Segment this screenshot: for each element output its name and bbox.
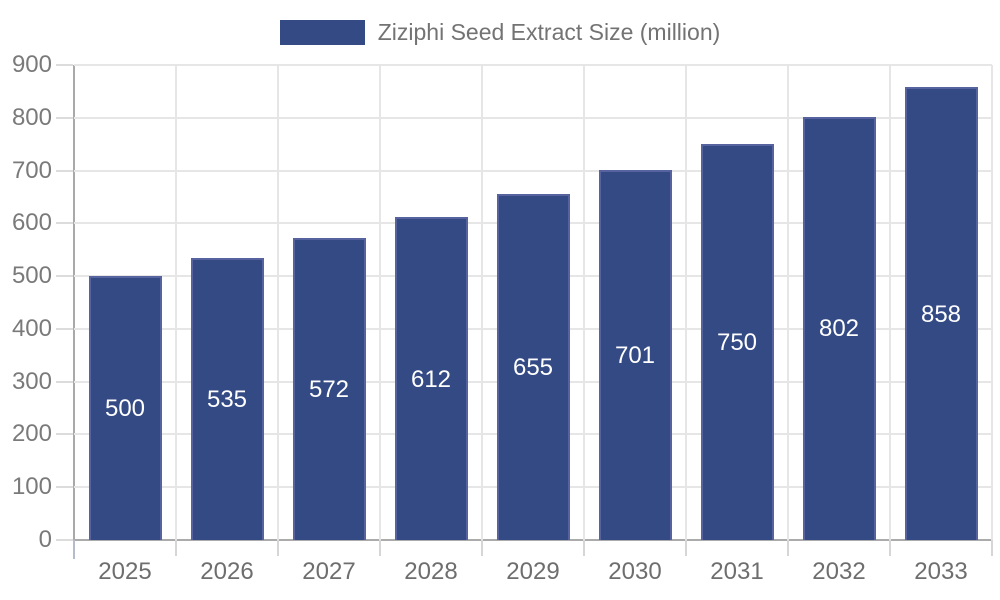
x-axis-tick bbox=[583, 540, 585, 556]
y-axis-tick-label: 700 bbox=[11, 156, 52, 184]
bar-value-label: 858 bbox=[920, 300, 962, 328]
bar-2026[interactable]: 535 bbox=[190, 257, 264, 540]
x-axis-tick-label-2028: 2028 bbox=[404, 558, 458, 585]
legend[interactable]: Ziziphi Seed Extract Size (million) bbox=[0, 19, 1000, 46]
gridline-vertical bbox=[277, 65, 279, 540]
bar-value-label: 655 bbox=[512, 354, 554, 382]
y-axis-tick-label: 900 bbox=[11, 51, 52, 78]
x-axis-tick bbox=[685, 540, 687, 556]
y-axis-tick bbox=[56, 222, 73, 225]
legend-label: Ziziphi Seed Extract Size (million) bbox=[377, 19, 721, 45]
y-axis-tick-label: 100 bbox=[11, 473, 52, 501]
bar-2027[interactable]: 572 bbox=[292, 238, 366, 540]
y-axis-tick bbox=[56, 327, 73, 330]
bar-value-label: 612 bbox=[410, 365, 452, 393]
x-axis-tick bbox=[73, 540, 75, 559]
y-axis-tick bbox=[56, 64, 73, 66]
bar-2029[interactable]: 655 bbox=[496, 194, 570, 540]
x-axis-tick bbox=[175, 540, 177, 556]
y-axis-tick bbox=[56, 539, 73, 541]
bar-value-label: 802 bbox=[818, 315, 860, 343]
gridline-vertical bbox=[583, 65, 585, 540]
x-axis-tick-label-2031: 2031 bbox=[710, 558, 764, 585]
gridline-vertical bbox=[787, 65, 789, 540]
y-axis-tick-label: 800 bbox=[11, 103, 52, 131]
y-axis-tick-label: 500 bbox=[11, 262, 52, 290]
y-axis-tick-label: 600 bbox=[11, 209, 52, 237]
x-axis-tick-label-2029: 2029 bbox=[506, 558, 560, 585]
bar-2033[interactable]: 858 bbox=[904, 87, 978, 540]
x-axis-tick bbox=[481, 540, 483, 556]
x-axis-tick bbox=[379, 540, 381, 556]
x-axis-tick-label-2032: 2032 bbox=[812, 558, 866, 585]
gridline-vertical bbox=[481, 65, 483, 540]
y-axis-tick-label: 200 bbox=[11, 420, 52, 448]
gridline-vertical bbox=[991, 65, 993, 540]
x-axis-tick-label-2027: 2027 bbox=[302, 558, 356, 585]
bar-2031[interactable]: 750 bbox=[700, 144, 774, 540]
y-axis-tick-label: 400 bbox=[11, 314, 52, 342]
y-axis-line bbox=[73, 65, 75, 558]
x-axis-tick bbox=[787, 540, 789, 556]
bar-value-label: 701 bbox=[614, 342, 656, 369]
bar-value-label: 535 bbox=[206, 385, 248, 413]
y-axis-tick bbox=[56, 116, 73, 119]
bar-2025[interactable]: 500 bbox=[88, 276, 162, 540]
gridline-vertical bbox=[685, 65, 687, 540]
y-axis-tick bbox=[56, 486, 73, 489]
y-axis-tick bbox=[56, 380, 73, 383]
x-axis-tick-label-2030: 2030 bbox=[608, 558, 662, 585]
bar-value-label: 572 bbox=[308, 376, 350, 404]
y-axis-tick-label: 300 bbox=[11, 367, 52, 395]
bar-2032[interactable]: 802 bbox=[802, 116, 876, 540]
x-axis-tick bbox=[991, 540, 993, 556]
gridline-vertical bbox=[889, 65, 891, 540]
gridline-vertical bbox=[175, 65, 177, 540]
y-axis-tick bbox=[56, 169, 73, 172]
legend-swatch[interactable] bbox=[279, 20, 365, 45]
y-axis-tick bbox=[56, 433, 73, 436]
gridline-horizontal bbox=[74, 169, 992, 172]
bar-2030[interactable]: 701 bbox=[598, 170, 672, 540]
bar-value-label: 750 bbox=[716, 329, 758, 357]
x-axis-tick-label-2025: 2025 bbox=[98, 558, 152, 585]
plot-area: 500 535 572 612 655 701 750 802 858 bbox=[56, 64, 993, 559]
gridline-horizontal bbox=[74, 64, 992, 66]
bar-value-label: 500 bbox=[104, 395, 146, 423]
x-axis-tick-label-2026: 2026 bbox=[200, 558, 254, 585]
y-axis-tick-label: 0 bbox=[38, 526, 52, 553]
x-axis-tick bbox=[889, 540, 891, 556]
gridline-horizontal bbox=[74, 116, 992, 119]
gridline-vertical bbox=[379, 65, 381, 540]
x-axis-line bbox=[72, 539, 992, 541]
x-axis-tick-label-2033: 2033 bbox=[914, 558, 968, 585]
bar-2028[interactable]: 612 bbox=[394, 217, 468, 540]
x-axis-tick bbox=[277, 540, 279, 556]
y-axis-tick bbox=[56, 275, 73, 278]
